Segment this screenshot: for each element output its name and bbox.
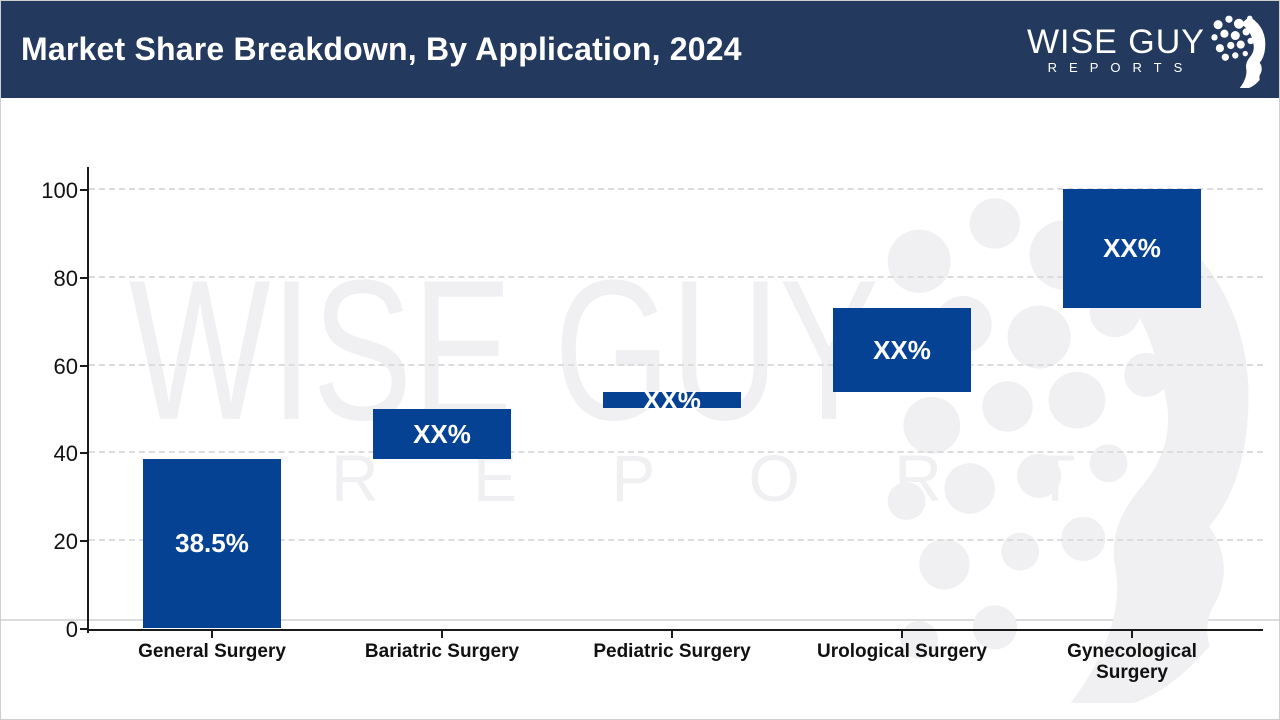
gridline [89, 451, 1263, 454]
x-tick-mark [211, 631, 213, 638]
chart-area: WISE GUY R E P O R T S 0 20 40 60 80 100 38.5%… [1, 98, 1279, 718]
bar-value-label: XX% [413, 418, 471, 449]
y-tick-mark [80, 452, 87, 455]
x-axis-label: Urological Surgery [817, 641, 987, 662]
gridline [89, 188, 1263, 190]
y-tick-mark [80, 364, 87, 367]
bar-value-label: XX% [1103, 233, 1161, 264]
x-tick-mark [441, 631, 443, 638]
y-axis-line [87, 167, 89, 633]
bar [373, 408, 511, 459]
y-tick-mark [80, 276, 87, 279]
bar [603, 391, 741, 409]
page-title: Market Share Breakdown, By Application, … [21, 31, 742, 67]
y-tick-label: 20 [53, 529, 78, 555]
y-tick-mark [80, 540, 87, 543]
bar [143, 458, 281, 628]
bar [833, 307, 971, 392]
brand-text: WISE GUY REPORTS [1027, 24, 1205, 76]
x-axis-line [87, 629, 1263, 631]
y-tick-label: 60 [53, 353, 78, 379]
bar-value-label: XX% [873, 334, 931, 365]
x-tick-mark [1131, 631, 1133, 638]
brand-logo: WISE GUY REPORTS [1027, 7, 1267, 93]
brand-sub: REPORTS [1047, 60, 1195, 75]
brand-face-icon [1211, 15, 1266, 88]
y-tick-label: 40 [53, 441, 78, 467]
x-axis-label: General Surgery [138, 641, 286, 662]
x-tick-mark [671, 631, 673, 638]
x-axis-label: Gynecological Surgery [1067, 641, 1197, 683]
gridline [89, 363, 1263, 366]
bottom-rule [1, 619, 1279, 621]
x-tick-mark [901, 631, 903, 638]
x-axis-label: Bariatric Surgery [364, 641, 520, 662]
header: Market Share Breakdown, By Application, … [1, 1, 1279, 98]
y-tick-label: 0 [65, 617, 78, 642]
bar [1063, 189, 1201, 308]
y-tick-mark [80, 189, 87, 191]
brand-name: WISE GUY [1026, 23, 1205, 61]
bar-value-label: 38.5% [175, 528, 249, 559]
y-tick-label: 100 [41, 178, 78, 203]
y-tick-mark [80, 628, 87, 630]
bar-value-label: XX% [643, 385, 701, 416]
gridline [89, 539, 1263, 542]
x-axis-label: Pediatric Surgery [593, 641, 751, 662]
y-tick-label: 80 [53, 265, 78, 291]
gridline [89, 275, 1263, 278]
